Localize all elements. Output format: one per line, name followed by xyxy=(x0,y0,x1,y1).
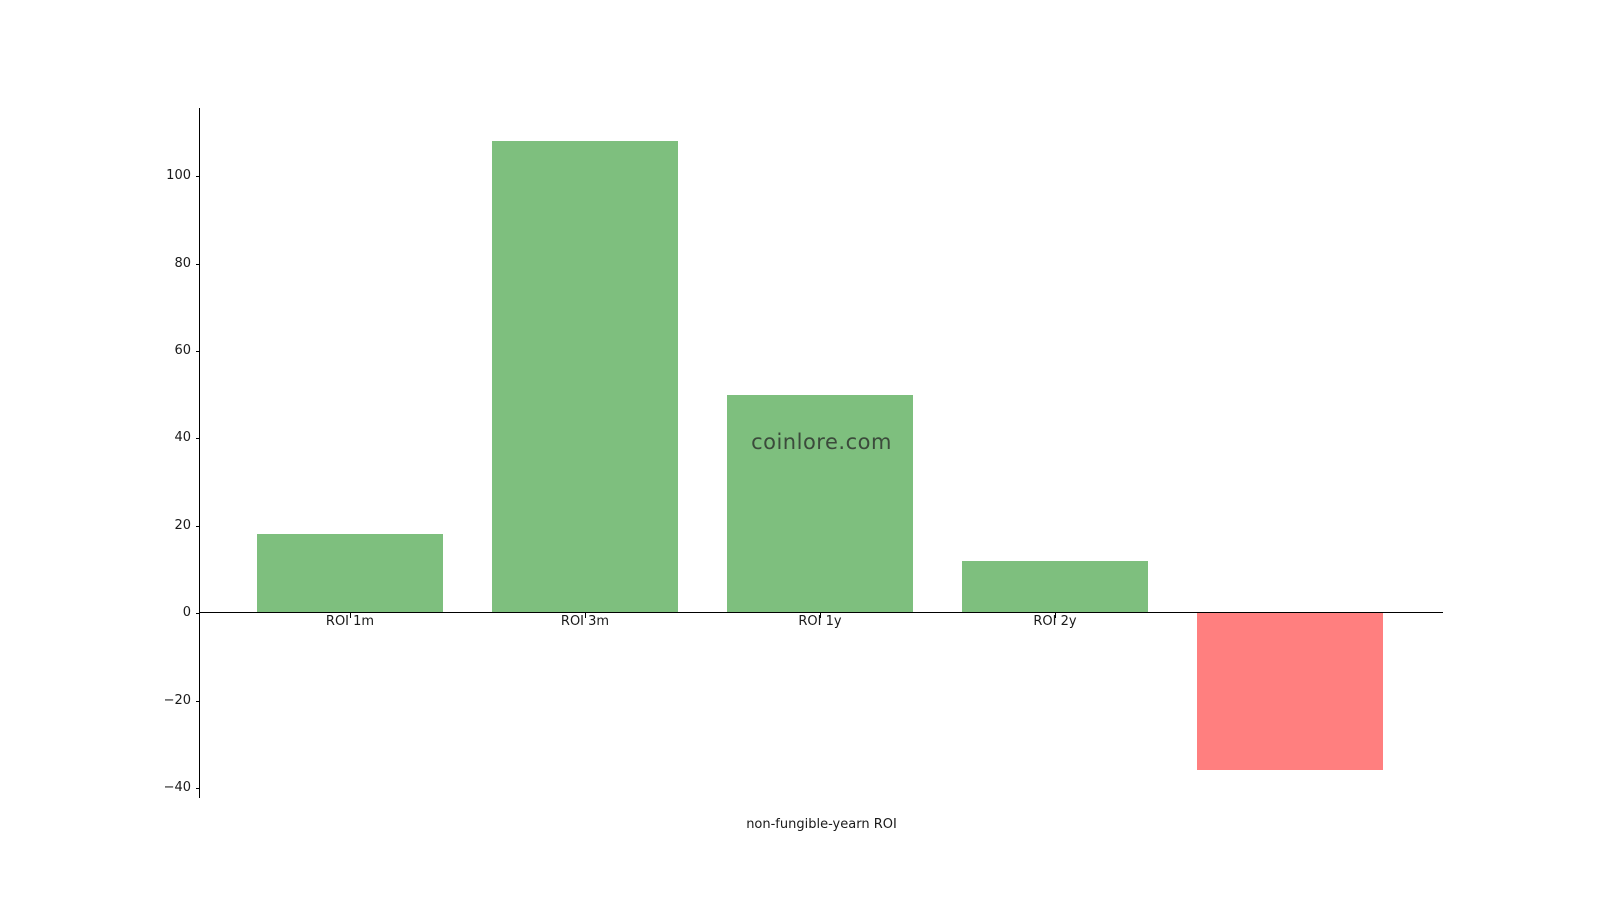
y-tick-mark xyxy=(196,264,200,265)
y-axis-line xyxy=(199,108,200,798)
bar-series-4 xyxy=(1197,613,1383,770)
y-tick-label: 20 xyxy=(174,518,191,533)
y-tick-label: −40 xyxy=(163,780,191,795)
y-tick-label: 100 xyxy=(166,168,191,183)
y-tick-mark xyxy=(196,526,200,527)
x-tick-label-roi-1y: ROI 1y xyxy=(798,614,842,629)
y-tick-label: 0 xyxy=(182,605,191,620)
y-tick-label: −20 xyxy=(163,693,191,708)
y-tick-mark xyxy=(196,351,200,352)
x-tick-label-roi-1m: ROI 1m xyxy=(325,614,375,629)
y-tick-mark xyxy=(196,701,200,702)
bar-roi-1y xyxy=(727,395,913,613)
y-tick-mark xyxy=(196,613,200,614)
y-tick-mark xyxy=(196,438,200,439)
y-tick-mark xyxy=(196,176,200,177)
x-axis-line xyxy=(200,612,1443,613)
y-tick-label: 40 xyxy=(174,430,191,445)
x-tick-mark xyxy=(1055,613,1056,618)
x-tick-label-roi-2y: ROI 2y xyxy=(1033,614,1077,629)
y-tick-label: 80 xyxy=(174,256,191,271)
x-tick-mark xyxy=(585,613,586,618)
bar-roi-3m xyxy=(492,141,678,613)
y-tick-mark xyxy=(196,788,200,789)
x-tick-mark xyxy=(820,613,821,618)
y-tick-label: 60 xyxy=(174,343,191,358)
chart-title: non-fungible-yearn ROI xyxy=(746,817,897,832)
watermark-text: coinlore.com xyxy=(751,430,892,454)
x-tick-label-roi-3m: ROI 3m xyxy=(560,614,610,629)
bar-roi-2y xyxy=(962,561,1148,613)
bar-roi-1m xyxy=(257,534,443,613)
x-tick-mark xyxy=(350,613,351,618)
